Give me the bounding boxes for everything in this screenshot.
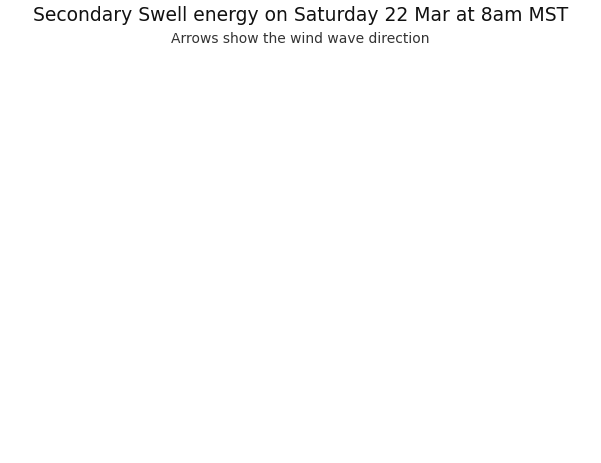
Text: Arrows show the wind wave direction: Arrows show the wind wave direction xyxy=(171,32,430,46)
Text: Secondary Swell energy on Saturday 22 Mar at 8am MST: Secondary Swell energy on Saturday 22 Ma… xyxy=(33,6,568,25)
Text: Map requires cartopy: Map requires cartopy xyxy=(197,246,404,265)
